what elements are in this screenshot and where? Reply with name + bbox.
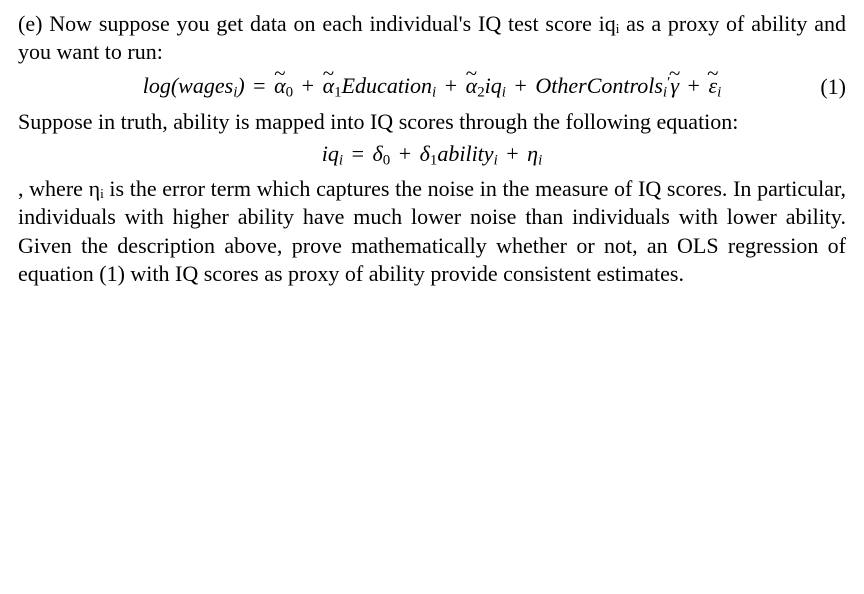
eq-op-plus: + — [299, 73, 317, 98]
eq2-ability: ability — [437, 141, 493, 166]
eq1-gamma: γ — [670, 72, 679, 100]
eq1-iq-sub: i — [502, 85, 506, 101]
eq-op-equals: = — [349, 141, 367, 166]
eq2-d0: δ — [372, 141, 382, 166]
eq1-a2: α — [466, 72, 478, 100]
eq2-ability-sub: i — [494, 153, 498, 169]
part-e-mid1: Suppose in truth, ability is mapped into… — [18, 108, 846, 136]
eq2-d1: δ — [420, 141, 430, 166]
eq1-eps: ε — [708, 72, 717, 100]
eq-op-plus: + — [396, 141, 414, 166]
equation-1: log(wagesi) = α0 + α1Educationi + α2iqi … — [143, 72, 722, 103]
eq1-a1-sub: 1 — [334, 85, 341, 101]
eq1-iq: iq — [485, 73, 502, 98]
eq-op-equals: = — [250, 73, 268, 98]
eq-op-plus: + — [503, 141, 521, 166]
eq1-a0-sub: 0 — [286, 85, 293, 101]
eq1-edu-sub: i — [432, 85, 436, 101]
equation-1-row: log(wagesi) = α0 + α1Educationi + α2iqi … — [18, 70, 846, 104]
eq1-eps-sub: i — [717, 85, 721, 101]
eq2-eta: η — [527, 141, 538, 166]
eq1-lhs: log(wages — [143, 73, 233, 98]
eq2-d0-sub: 0 — [383, 153, 390, 169]
eq1-other: OtherControls — [535, 73, 663, 98]
part-e-intro: (e) Now suppose you get data on each ind… — [18, 10, 846, 66]
eq-op-plus: + — [685, 73, 703, 98]
eq-op-plus: + — [511, 73, 529, 98]
eq2-iq-sub: i — [339, 153, 343, 169]
equation-2: iqi = δ0 + δ1abilityi + ηi — [322, 140, 542, 171]
eq1-a1: α — [323, 72, 335, 100]
eq2-eta-sub: i — [538, 153, 542, 169]
eq-op-plus: + — [442, 73, 460, 98]
eq1-a2-sub: 2 — [477, 85, 484, 101]
eq1-a0: α — [274, 72, 286, 100]
eq1-lhs-close: ) — [237, 73, 244, 98]
equation-2-row: iqi = δ0 + δ1abilityi + ηi — [18, 140, 846, 171]
part-e-tail: , where ηᵢ is the error term which captu… — [18, 175, 846, 288]
eq1-edu: Education — [342, 73, 432, 98]
eq2-iq: iq — [322, 141, 339, 166]
equation-1-number: (1) — [820, 73, 846, 101]
